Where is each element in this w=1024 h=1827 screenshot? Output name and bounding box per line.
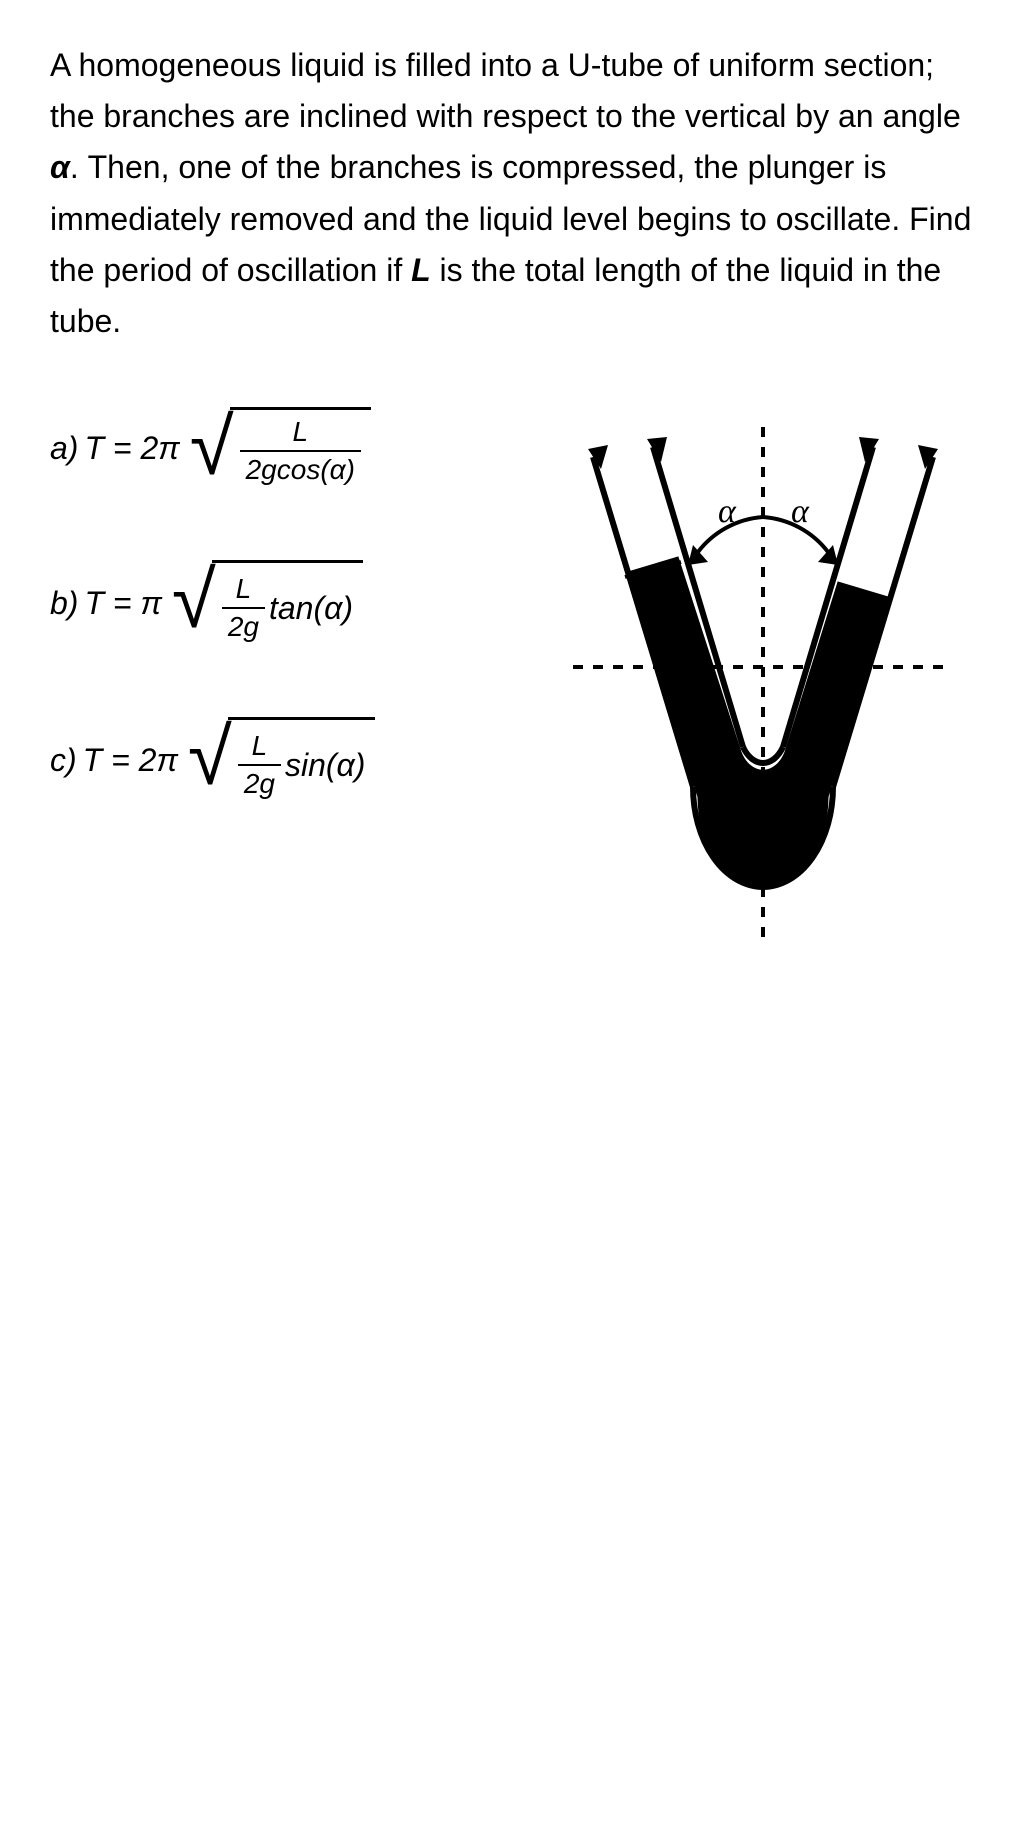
option-b: b) T = π √ L 2g tan(α) [50,560,512,647]
page-root: A homogeneous liquid is filled into a U-… [0,0,1024,1827]
option-a-sqrt: √ L 2gcos(α) [190,407,371,490]
option-c-radicand: L 2g sin(α) [228,717,376,804]
option-c-num: L [238,730,281,764]
option-c-prefix: T = 2π [83,742,178,779]
option-a: a) T = 2π √ L 2gcos(α) [50,407,512,490]
problem-line4-pre: oscillation if [237,252,411,288]
u-tube-svg: α α [533,407,993,967]
angle-arc-left-arrow-icon [688,545,708,565]
problem-statement: A homogeneous liquid is filled into a U-… [50,40,974,347]
option-b-den-fn: tan(α) [269,590,353,627]
liquid-fill [628,557,888,887]
option-c-outer: L 2g sin(α) [238,730,366,800]
option-c-den-pre: 2g [238,764,281,800]
angle-label-right: α [791,493,810,530]
options-column: a) T = 2π √ L 2gcos(α) b) T = π [50,407,532,874]
option-c-innerfrac: L 2g [238,730,281,800]
option-b-num: L [222,573,265,607]
option-a-label: a) [50,430,78,467]
problem-line2-pre: with respect to the vertical by an angle [416,98,960,134]
radical-icon: √ [188,727,232,814]
option-b-label: b) [50,585,78,622]
option-a-frac: L 2gcos(α) [240,416,361,486]
option-c: c) T = 2π √ L 2g sin(α) [50,717,512,804]
option-b-innerfrac: L 2g [222,573,265,643]
radical-icon: √ [190,417,234,500]
content-row: a) T = 2π √ L 2gcos(α) b) T = π [50,407,974,967]
option-c-den-fn: sin(α) [285,747,365,784]
option-a-prefix: T = 2π [84,430,179,467]
option-a-radicand: L 2gcos(α) [230,407,371,490]
option-b-prefix: T = π [84,585,161,622]
option-c-label: c) [50,742,77,779]
option-b-den-pre: 2g [222,607,265,643]
alpha-symbol: α [50,149,70,185]
L-symbol: L [411,252,431,288]
radical-icon: √ [172,570,216,657]
problem-line2-post: . Then, one of the branches is compresse… [70,149,739,185]
option-b-sqrt: √ L 2g tan(α) [172,560,363,647]
option-a-den: 2gcos(α) [240,450,361,486]
option-c-sqrt: √ L 2g sin(α) [188,717,376,804]
option-b-outer: L 2g tan(α) [222,573,353,643]
angle-label-left: α [718,493,737,530]
angle-arc-right-arrow-icon [818,545,838,565]
option-b-radicand: L 2g tan(α) [212,560,363,647]
u-tube-diagram: α α [532,407,994,967]
option-a-num: L [240,416,361,450]
